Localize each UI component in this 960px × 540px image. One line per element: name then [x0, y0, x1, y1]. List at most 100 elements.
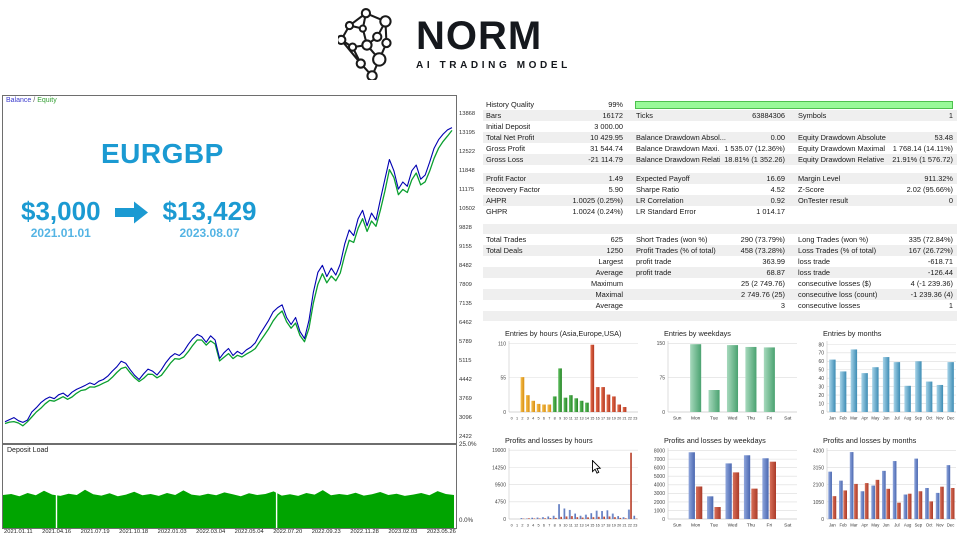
svg-text:1: 1: [516, 524, 518, 528]
stats-cell-group: Profit Factor 1.49: [483, 173, 633, 184]
stats-cell-group: Equity Drawdown Maximal 1 768.14 (14.11%): [795, 143, 957, 154]
stats-row: Initial Deposit 3 000.00: [483, 121, 957, 132]
y-axis-label: 12522: [459, 149, 476, 156]
x-axis-label: 2023.02.03: [388, 529, 418, 535]
stat-value: 0: [948, 196, 953, 205]
pl-by-hours-chart[interactable]: Profits and losses by hours 0 4750 9500 1425…: [483, 433, 642, 540]
stat-value: 4 (-1 239.36): [910, 279, 953, 288]
y-axis-label: 5115: [459, 358, 472, 365]
y-axis-label: 9828: [459, 225, 472, 232]
stats-cell-group: Sharpe Ratio 4.52: [633, 184, 795, 195]
svg-text:0: 0: [511, 524, 513, 528]
svg-text:14250: 14250: [492, 465, 506, 471]
svg-text:16: 16: [596, 524, 600, 528]
stat-label: AHPR: [486, 196, 507, 205]
y-axis-label: 4442: [459, 377, 472, 384]
svg-text:2: 2: [521, 417, 523, 421]
svg-text:75: 75: [659, 376, 665, 382]
svg-text:Tue: Tue: [710, 523, 718, 529]
svg-text:Jun: Jun: [883, 523, 890, 528]
stat-value: 2 749.76 (25): [741, 290, 785, 299]
svg-text:Jun: Jun: [883, 416, 890, 421]
stats-cell-group: Balance Drawdown Maxi... 1 535.07 (12.36%…: [633, 143, 795, 154]
stat-label: consecutive losses ($): [798, 279, 872, 288]
stats-cell-group: Gross Loss -21 114.79: [483, 154, 633, 165]
stat-value: 31 544.74: [590, 144, 623, 153]
svg-text:10: 10: [563, 524, 567, 528]
start-block: $3,000 2021.01.01: [21, 197, 101, 240]
stat-label: Gross Loss: [486, 155, 524, 164]
y-axis-label: 13195: [459, 130, 476, 137]
stats-cell-group: Average: [483, 300, 633, 311]
svg-text:Sep: Sep: [915, 523, 923, 528]
entries-by-hours-chart[interactable]: Entries by hours (Asia,Europe,USA) 0 55 110…: [483, 326, 642, 433]
stat-value: 1 535.07 (12.36%): [724, 144, 785, 153]
svg-text:1000: 1000: [654, 508, 665, 514]
y-axis-label: 13868: [459, 111, 476, 118]
stats-cell-group: consecutive loss (count) -1 239.36 (4): [795, 289, 957, 300]
svg-text:23: 23: [633, 524, 637, 528]
svg-text:0: 0: [821, 410, 824, 416]
stats-row: Average 3 consecutive losses 1: [483, 300, 957, 311]
stats-cell-group: consecutive losses ($) 4 (-1 239.36): [795, 278, 957, 289]
stat-value: 21.91% (1 576.72): [892, 155, 953, 164]
brand-text: NORM AI TRADING MODEL: [416, 16, 571, 71]
svg-text:Oct: Oct: [926, 523, 933, 528]
stat-label: GHPR: [486, 207, 508, 216]
stat-value: 2.02 (95.66%): [906, 185, 953, 194]
pl-by-months-chart[interactable]: Profits and losses by months 0 1050 2100 315…: [801, 433, 960, 540]
entries-by-months-chart[interactable]: Entries by months 0 10 20 30 40 50 60 70 80 Jan Feb…: [801, 326, 960, 433]
stats-cell-group: profit trade 68.87: [633, 267, 795, 278]
mini-chart-title: Entries by months: [823, 329, 882, 338]
deposit-load-panel[interactable]: Deposit Load: [2, 444, 457, 529]
x-axis-label: 2022.09.23: [311, 529, 341, 535]
stats-cell-group: Largest: [483, 256, 633, 267]
stat-value: Largest: [598, 257, 623, 266]
svg-text:23: 23: [633, 417, 637, 421]
balance-equity-chart-panel[interactable]: Balance / Equity EURGBP $3,000 2021.01.01 …: [2, 95, 457, 444]
svg-text:Wed: Wed: [728, 523, 738, 529]
svg-text:Sat: Sat: [784, 523, 792, 529]
stat-label: Recovery Factor: [486, 185, 541, 194]
stat-label: profit trade: [636, 268, 672, 277]
svg-text:60: 60: [818, 359, 824, 365]
svg-text:18: 18: [606, 524, 610, 528]
stat-value: 1 768.14 (14.11%): [892, 144, 953, 153]
svg-text:16: 16: [596, 417, 600, 421]
stats-cell-group: Average: [483, 267, 633, 278]
entries-by-months-plot: 0 10 20 30 40 50 60 70 80 Jan Feb Mar Apr May Jun Jul Au…: [818, 341, 956, 421]
stat-value: 1 014.17: [756, 207, 785, 216]
stat-label: loss trade: [798, 268, 831, 277]
svg-text:2: 2: [521, 524, 523, 528]
stats-cell-group: LR Correlation 0.92: [633, 195, 795, 206]
stat-value: 1.49: [608, 174, 623, 183]
end-amount: $13,429: [162, 196, 257, 226]
svg-text:8: 8: [554, 524, 556, 528]
entries-by-weekdays-chart[interactable]: Entries by weekdays 0 75 150 Sun Mon Tue Wed Thu…: [642, 326, 801, 433]
svg-text:4: 4: [532, 417, 534, 421]
svg-text:Aug: Aug: [904, 523, 912, 528]
svg-text:0: 0: [503, 517, 506, 523]
stats-row: Gross Profit 31 544.74 Balance Drawdown Ma…: [483, 143, 957, 154]
stats-row: Maximum 25 (2 749.76) consecutive losses (…: [483, 278, 957, 289]
stat-value: 458 (73.28%): [740, 246, 785, 255]
svg-text:50: 50: [818, 368, 824, 374]
stat-value: Maximal: [595, 290, 623, 299]
stats-row: Bars 16172 Ticks 63884306 Symbols 1: [483, 110, 957, 121]
svg-text:7: 7: [548, 417, 550, 421]
mini-chart-title: Profits and losses by hours: [505, 436, 593, 445]
svg-text:12: 12: [574, 417, 578, 421]
svg-text:Feb: Feb: [840, 523, 848, 528]
neural-network-icon: [338, 8, 392, 80]
deposit-max-label: 25.0%: [459, 441, 477, 448]
stats-row: Gross Loss -21 114.79 Balance Drawdown Rel…: [483, 154, 957, 165]
stat-value: Maximum: [590, 279, 623, 288]
svg-text:Sat: Sat: [784, 416, 792, 422]
pl-by-weekdays-chart[interactable]: Profits and losses by weekdays 0 1000 2000 3…: [642, 433, 801, 540]
stat-label: OnTester result: [798, 196, 849, 205]
x-axis-label: 2022.05.04: [234, 529, 264, 535]
stats-cell-group: Recovery Factor 5.90: [483, 184, 633, 195]
stat-value: 363.99: [762, 257, 785, 266]
stats-cell-group: GHPR 1.0024 (0.24%): [483, 206, 633, 217]
x-axis-label: 2022.11.28: [350, 529, 379, 535]
